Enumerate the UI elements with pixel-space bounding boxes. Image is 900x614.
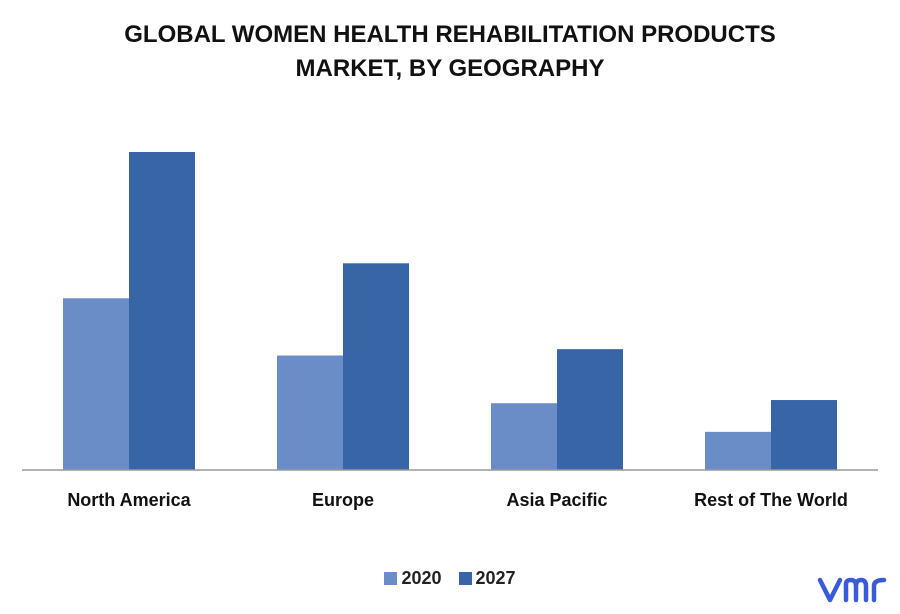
category-label: Asia Pacific <box>506 490 607 510</box>
bar-europe-2020 <box>277 355 343 470</box>
bar-rest-of-the-world-2020 <box>705 431 771 470</box>
legend-item-2027: 2027 <box>458 568 516 589</box>
chart-title-line-1: GLOBAL WOMEN HEALTH REHABILITATION PRODU… <box>124 21 776 48</box>
bar-chart: North America Europe Asia Pacific Rest of T… <box>22 152 878 510</box>
legend-swatch-2027 <box>458 572 472 585</box>
chart-title: GLOBAL WOMEN HEALTH REHABILITATION PRODU… <box>0 18 900 86</box>
legend-swatch-2020 <box>384 572 398 585</box>
legend-label-2027: 2027 <box>475 568 516 588</box>
vmr-logo-icon <box>817 577 887 603</box>
legend-label-2020: 2020 <box>401 568 442 588</box>
bar-asia-pacific-2027 <box>557 349 623 470</box>
bar-europe-2027 <box>343 263 409 470</box>
category-labels-group: North America Europe Asia Pacific Rest of T… <box>67 490 848 510</box>
legend-item-2020: 2020 <box>384 568 441 589</box>
bar-north-america-2020 <box>63 298 129 470</box>
category-label: North America <box>67 490 191 510</box>
bar-north-america-2027 <box>129 152 195 470</box>
category-label: Europe <box>312 490 374 510</box>
bar-rest-of-the-world-2027 <box>771 400 837 470</box>
legend: 2020 2027 <box>0 568 900 590</box>
bars-group <box>63 152 837 470</box>
bar-asia-pacific-2020 <box>491 403 557 470</box>
category-label: Rest of The World <box>694 490 848 510</box>
chart-title-line-2: MARKET, BY GEOGRAPHY <box>295 55 605 82</box>
